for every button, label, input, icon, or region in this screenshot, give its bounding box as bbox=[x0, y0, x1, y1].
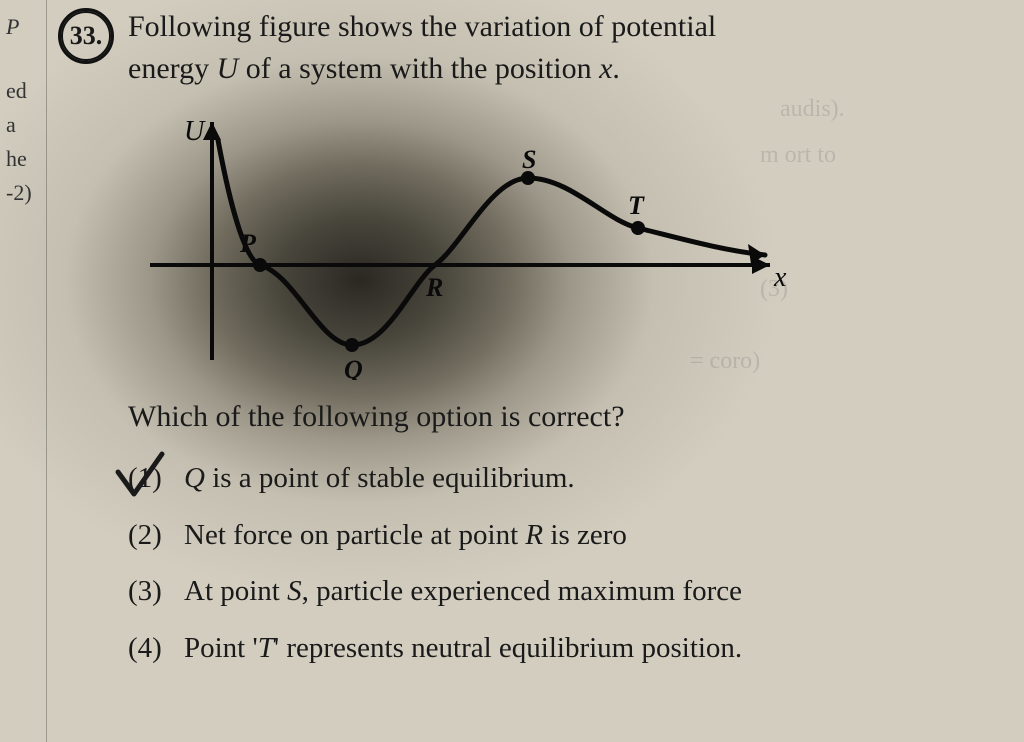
option-3-num: (3) bbox=[128, 563, 162, 620]
options-list: (1) Q is a point of stable equilibrium. … bbox=[128, 450, 994, 676]
stem-line2-end: . bbox=[612, 52, 620, 85]
option-4-prefix: Point ' bbox=[184, 632, 258, 664]
margin-minus2: -2) bbox=[6, 180, 32, 206]
label-t: T bbox=[628, 191, 645, 220]
option-2-prefix: Net force on particle at point bbox=[184, 519, 525, 551]
option-2: (2) Net force on particle at point R is … bbox=[128, 507, 994, 564]
stem-var-x: x bbox=[599, 52, 612, 85]
stem-line1: Following figure shows the variation of … bbox=[128, 10, 716, 43]
label-r: R bbox=[425, 273, 443, 302]
left-margin: P ed a he -2) bbox=[0, 0, 47, 742]
potential-energy-graph: U x P Q R S T bbox=[130, 110, 790, 380]
option-1: (1) Q is a point of stable equilibrium. bbox=[128, 450, 994, 507]
option-4-rest: ' represents neutral equilibrium positio… bbox=[274, 632, 742, 664]
option-1-num: (1) bbox=[128, 450, 162, 507]
stem-line2-mid: of a system with the position bbox=[238, 52, 599, 85]
point-p bbox=[253, 258, 267, 272]
option-3-rest: , particle experienced maximum force bbox=[302, 575, 742, 607]
option-3: (3) At point S, particle experienced max… bbox=[128, 563, 994, 620]
question-number: 33. bbox=[61, 11, 111, 61]
option-3-var: S bbox=[287, 575, 302, 607]
y-axis-arrow bbox=[203, 122, 221, 140]
stem-var-u: U bbox=[217, 52, 239, 85]
page: P ed a he -2) 33. Following figure shows… bbox=[0, 0, 1024, 742]
option-2-var: R bbox=[525, 519, 543, 551]
option-3-prefix: At point bbox=[184, 575, 287, 607]
margin-he: he bbox=[6, 146, 27, 172]
option-1-rest: is a point of stable equilibrium. bbox=[205, 462, 575, 494]
point-t bbox=[631, 221, 645, 235]
label-s: S bbox=[522, 145, 536, 174]
option-4-num: (4) bbox=[128, 620, 162, 677]
option-1-var: Q bbox=[184, 462, 205, 494]
label-q: Q bbox=[344, 355, 363, 380]
option-2-num: (2) bbox=[128, 507, 162, 564]
label-p: P bbox=[239, 229, 257, 258]
option-4: (4) Point 'T' represents neutral equilib… bbox=[128, 620, 994, 677]
option-2-rest: is zero bbox=[543, 519, 627, 551]
question-prompt: Which of the following option is correct… bbox=[128, 400, 625, 434]
question-number-badge: 33. bbox=[58, 8, 114, 64]
stem-line2-prefix: energy bbox=[128, 52, 217, 85]
margin-ed: ed bbox=[6, 78, 27, 104]
potential-curve bbox=[218, 140, 765, 345]
axis-label-x: x bbox=[773, 262, 787, 293]
margin-a: a bbox=[6, 112, 16, 138]
question-stem: Following figure shows the variation of … bbox=[128, 6, 994, 90]
margin-p: P bbox=[6, 14, 19, 40]
option-4-var: T bbox=[258, 632, 274, 664]
point-q bbox=[345, 338, 359, 352]
axis-label-u: U bbox=[184, 116, 206, 147]
